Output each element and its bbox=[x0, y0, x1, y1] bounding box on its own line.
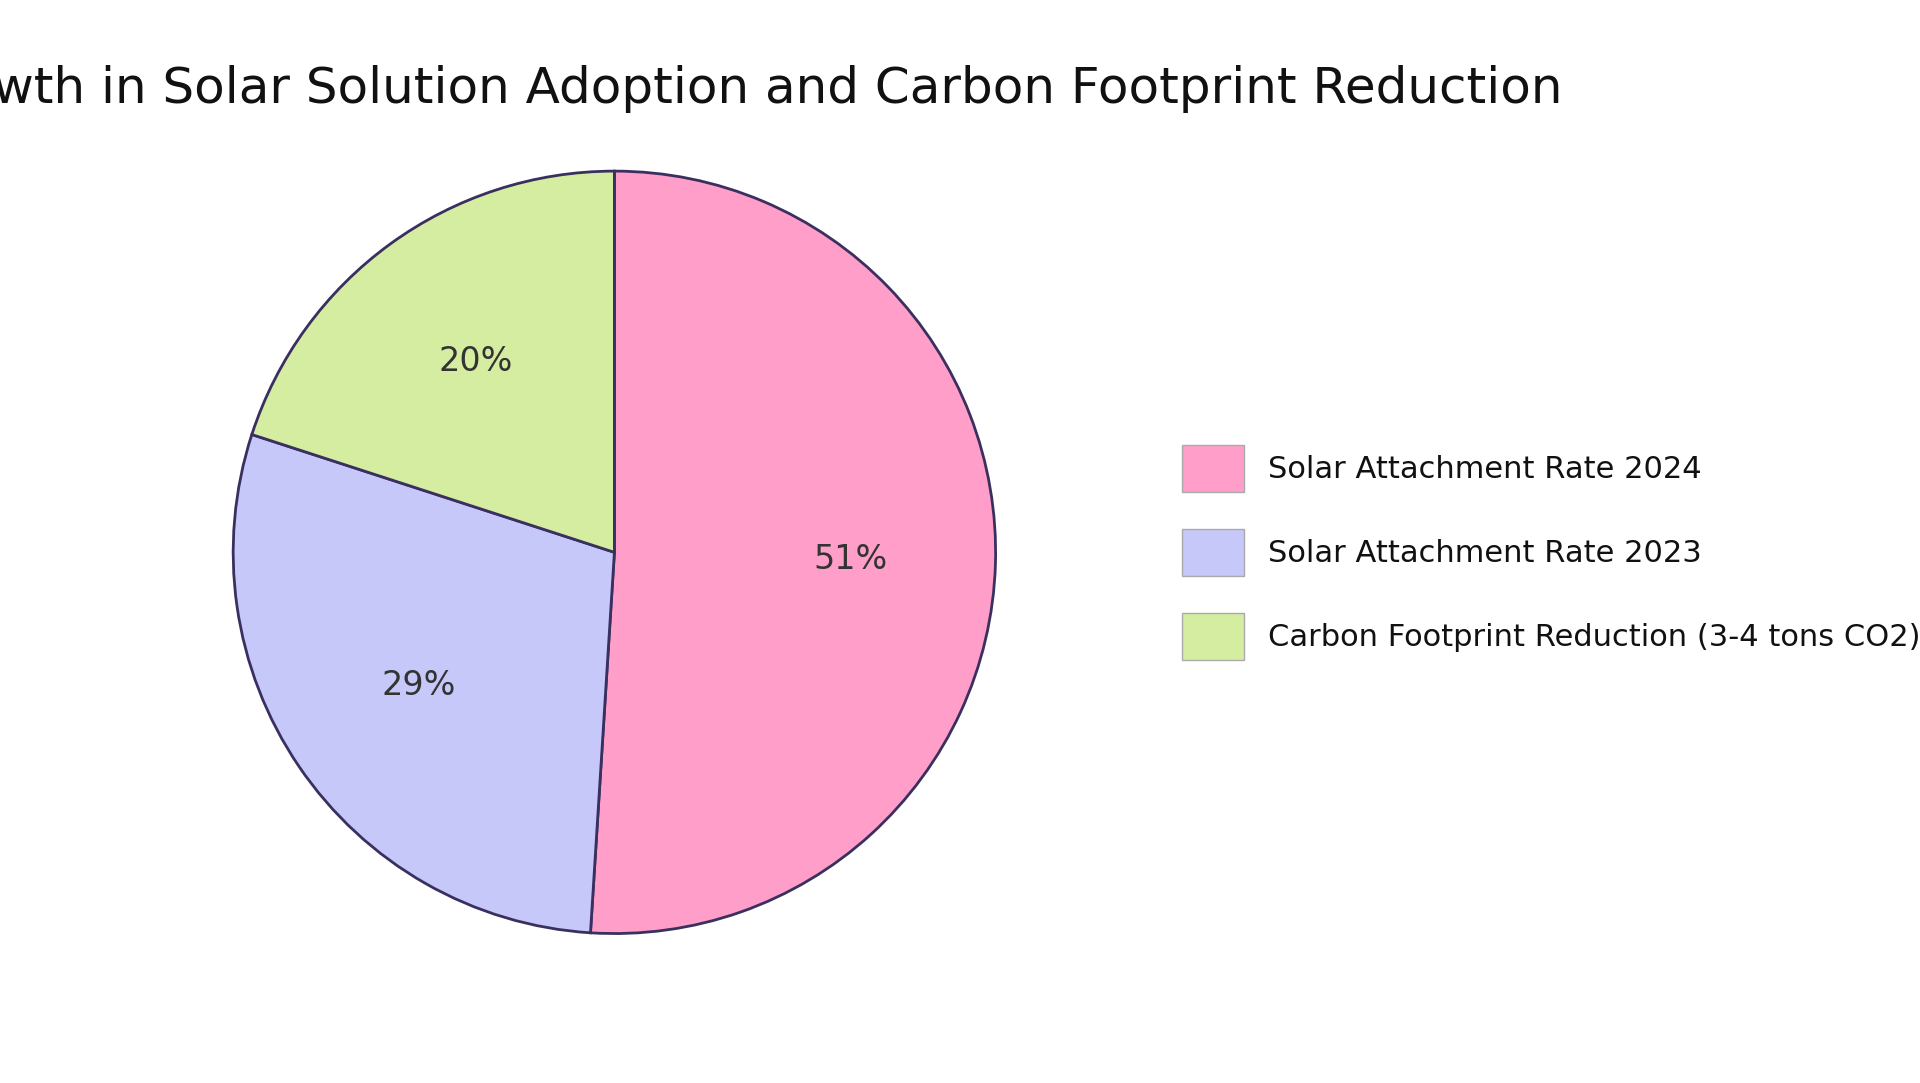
Text: 51%: 51% bbox=[814, 544, 887, 576]
Text: 29%: 29% bbox=[382, 668, 457, 702]
Legend: Solar Attachment Rate 2024, Solar Attachment Rate 2023, Carbon Footprint Reducti: Solar Attachment Rate 2024, Solar Attach… bbox=[1183, 445, 1920, 660]
Wedge shape bbox=[591, 171, 996, 934]
Wedge shape bbox=[232, 434, 614, 932]
Wedge shape bbox=[252, 171, 614, 552]
Text: Growth in Solar Solution Adoption and Carbon Footprint Reduction: Growth in Solar Solution Adoption and Ca… bbox=[0, 65, 1563, 113]
Text: 20%: 20% bbox=[438, 344, 513, 378]
